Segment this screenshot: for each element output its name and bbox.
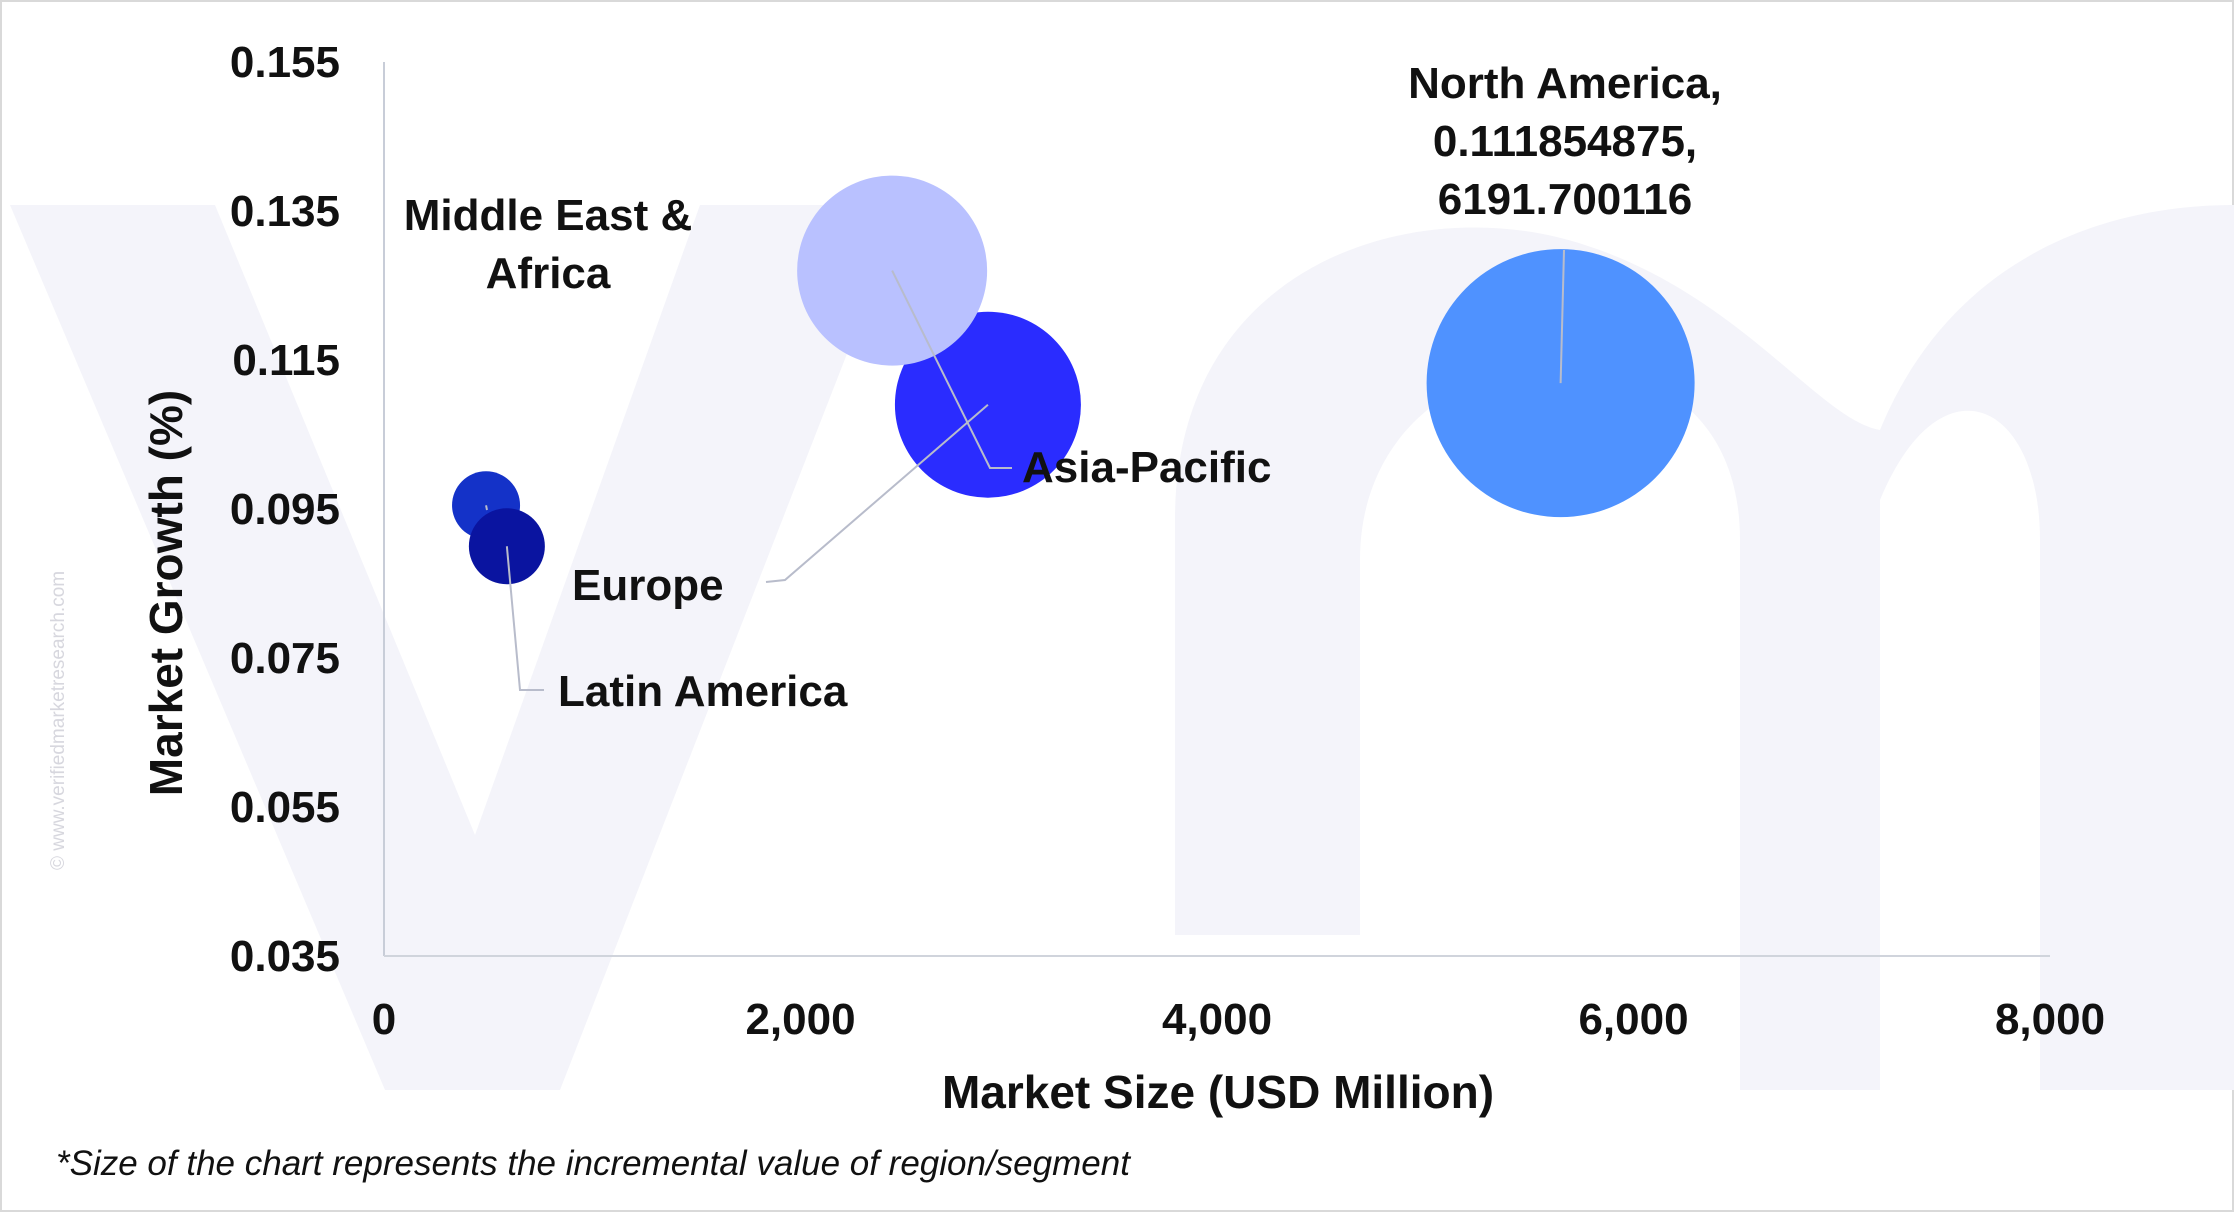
label-asia-pacific: Asia-Pacific xyxy=(1022,443,1271,492)
x-tick-label: 0 xyxy=(372,995,396,1044)
x-tick-label: 2,000 xyxy=(745,995,855,1044)
point-labels: Middle East & Africa Latin America Europe As… xyxy=(404,59,1722,716)
leader-line-north-america xyxy=(1559,249,1565,384)
label-north-america: 6191.700116 xyxy=(1438,175,1693,224)
leader-line-latin-america xyxy=(505,546,544,691)
y-tick-label: 0.075 xyxy=(230,634,340,683)
x-axis-title: Market Size (USD Million) xyxy=(942,1066,1494,1118)
leader-lines xyxy=(485,249,1565,691)
y-tick-label: 0.055 xyxy=(230,783,340,832)
bubble-europe xyxy=(894,311,1081,498)
label-middle-east-africa: Africa xyxy=(486,249,611,298)
y-axis-ticks: 0.035 0.055 0.075 0.095 0.115 0.135 0.155 xyxy=(230,38,340,981)
label-latin-america: Latin America xyxy=(558,667,848,716)
leader-line-asia-pacific xyxy=(891,270,1012,469)
y-tick-label: 0.155 xyxy=(230,38,340,87)
leader-line-europe xyxy=(765,403,989,583)
y-tick-label: 0.095 xyxy=(230,485,340,534)
label-middle-east-africa: Middle East & xyxy=(404,191,693,240)
x-axis-ticks: 0 2,000 4,000 6,000 8,000 xyxy=(372,995,2105,1044)
y-tick-label: 0.035 xyxy=(230,932,340,981)
label-north-america: 0.111854875, xyxy=(1433,117,1697,166)
leader-line-middle-east-africa xyxy=(485,505,488,511)
y-tick-label: 0.135 xyxy=(230,187,340,236)
watermark-text: © www.verifiedmarketresearch.com xyxy=(48,571,69,870)
y-axis-title: Market Growth (%) xyxy=(140,390,192,796)
x-tick-label: 4,000 xyxy=(1162,995,1272,1044)
label-europe: Europe xyxy=(572,561,724,610)
x-tick-label: 6,000 xyxy=(1578,995,1688,1044)
x-tick-label: 8,000 xyxy=(1995,995,2105,1044)
label-north-america: North America, xyxy=(1408,59,1722,108)
watermark-logo xyxy=(10,205,2234,1090)
footnote: *Size of the chart represents the increm… xyxy=(56,1144,1131,1183)
y-tick-label: 0.115 xyxy=(232,336,340,385)
